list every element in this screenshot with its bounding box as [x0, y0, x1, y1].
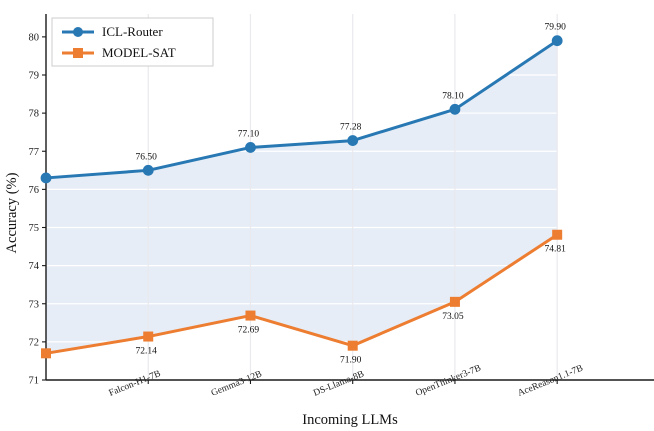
data-value-label: 74.81: [544, 245, 566, 255]
y-tick-label: 79: [29, 71, 40, 82]
legend-item-model-sat[interactable]: MODEL-SAT: [62, 45, 176, 60]
square-marker-icon: [73, 48, 83, 58]
data-value-label: 76.50: [136, 152, 158, 162]
y-tick-label: 74: [29, 261, 40, 272]
y-axis-ticks: 71 72 73 74 75 76 77 78 79 80: [29, 32, 46, 387]
plot-area: [46, 14, 654, 381]
chart-legend[interactable]: ICL-Router MODEL-SAT: [51, 17, 214, 67]
data-value-label: 79.90: [544, 23, 566, 33]
data-value-label: 78.10: [442, 91, 464, 101]
data-value-label: 71.90: [340, 356, 362, 366]
y-tick-label: 75: [29, 223, 40, 234]
data-point-marker: [552, 229, 563, 240]
y-tick-label: 73: [29, 299, 40, 310]
legend-item-icl-router[interactable]: ICL-Router: [62, 24, 163, 39]
data-series-group: [40, 35, 563, 359]
y-tick-label: 77: [29, 147, 40, 158]
data-point-marker: [449, 296, 460, 307]
x-axis-title: Incoming LLMs: [302, 412, 398, 428]
y-axis-title: Accuracy (%): [4, 172, 20, 253]
series-line: [44, 233, 559, 355]
data-value-label: 72.69: [238, 326, 260, 336]
data-point-marker: [41, 348, 51, 359]
data-point-marker: [245, 310, 256, 321]
data-point-marker: [142, 164, 154, 176]
legend-label-icl-router: ICL-Router: [102, 24, 163, 39]
legend-label-model-sat: MODEL-SAT: [102, 45, 176, 60]
circle-marker-icon: [73, 27, 83, 37]
y-tick-label: 71: [29, 376, 40, 387]
data-point-marker: [449, 103, 461, 115]
y-tick-label: 78: [29, 109, 40, 120]
y-tick-label: 80: [29, 32, 40, 43]
data-value-label: 77.10: [238, 129, 260, 139]
between-series-shading: [46, 40, 558, 354]
data-point-marker: [551, 35, 563, 47]
y-tick-label: 76: [29, 185, 40, 196]
data-value-label: 77.28: [340, 123, 362, 133]
data-value-labels: 76.50 77.10 77.28 78.10 79.90 72.14 72.69 71.90…: [136, 23, 567, 366]
data-value-label: 73.05: [442, 312, 464, 322]
data-point-marker: [347, 340, 358, 351]
data-point-marker: [40, 172, 52, 184]
y-tick-label: 72: [29, 337, 40, 348]
data-point-marker: [245, 142, 256, 153]
series-line: [44, 39, 559, 180]
data-point-marker: [143, 331, 154, 342]
data-point-marker: [347, 135, 359, 146]
data-value-label: 72.14: [136, 347, 158, 357]
